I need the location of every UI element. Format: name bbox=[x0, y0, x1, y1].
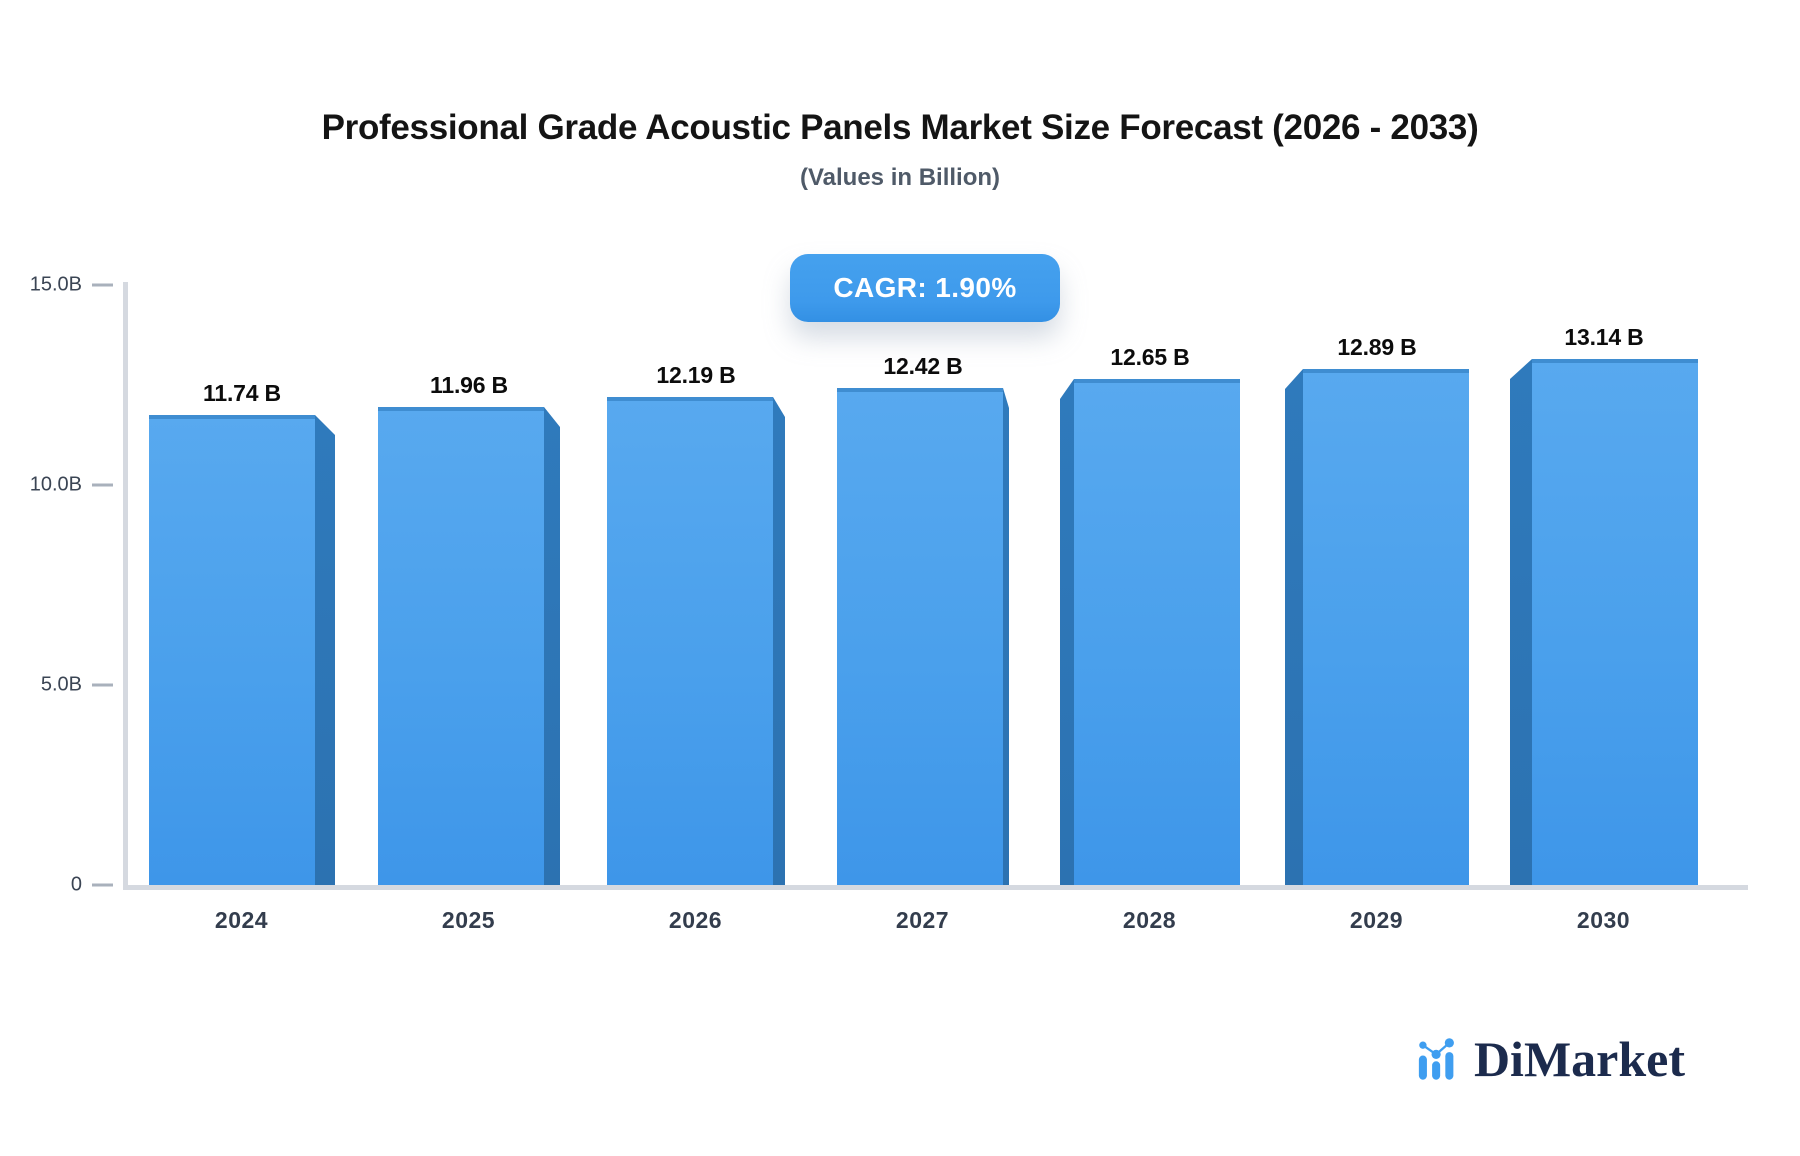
y-axis-tick-label: 15.0B bbox=[29, 273, 82, 296]
bar-side-panel bbox=[773, 397, 785, 885]
chart-subtitle: (Values in Billion) bbox=[799, 164, 1001, 191]
bar-value-label: 12.89 B bbox=[1337, 334, 1417, 360]
logo-text: DiMarket bbox=[1473, 1031, 1685, 1087]
bar-2030[interactable] bbox=[1510, 359, 1698, 885]
logo[interactable]: DiMarket bbox=[1416, 1034, 1685, 1084]
bar-face bbox=[1074, 379, 1240, 885]
bar-face bbox=[837, 388, 1003, 885]
x-axis-label-2024: 2024 bbox=[214, 907, 269, 933]
bar-face bbox=[1532, 359, 1698, 885]
page-title: Professional Grade Acoustic Panels Marke… bbox=[321, 108, 1479, 147]
bar-side-panel bbox=[1060, 379, 1074, 885]
bar-side-panel bbox=[315, 415, 335, 885]
y-axis-tick-mark bbox=[92, 883, 113, 887]
x-axis-baseline bbox=[123, 885, 1748, 890]
y-axis-tick-mark bbox=[92, 683, 113, 687]
mini-bar-chart-logo-icon bbox=[1416, 1036, 1462, 1082]
x-axis-label-2025: 2025 bbox=[441, 907, 496, 933]
bar-side-panel bbox=[1003, 388, 1009, 885]
y-axis-line bbox=[123, 282, 128, 890]
bar-2026[interactable] bbox=[607, 397, 785, 885]
bar-2028[interactable] bbox=[1060, 379, 1240, 885]
bar-value-label: 12.42 B bbox=[883, 353, 963, 379]
bar-2025[interactable] bbox=[378, 407, 560, 885]
x-axis-label-2026: 2026 bbox=[668, 907, 723, 933]
bar-face bbox=[1303, 369, 1469, 885]
cagr-badge: CAGR: 1.90% bbox=[790, 254, 1060, 322]
bar-2027[interactable] bbox=[837, 388, 1009, 885]
y-axis-tick-mark bbox=[92, 283, 113, 287]
y-axis-tick-label: 10.0B bbox=[29, 473, 82, 496]
bar-2029[interactable] bbox=[1285, 369, 1469, 885]
y-axis-tick-label: 5.0B bbox=[40, 673, 82, 696]
bar-face bbox=[607, 397, 773, 885]
bar-face bbox=[149, 415, 315, 885]
plot-area: 15.0B 10.0B 5.0B 0 11.74 B 2024 11.96 B 2025 12.… bbox=[30, 274, 1748, 933]
bar-2024[interactable] bbox=[149, 415, 335, 885]
bar-value-label: 11.96 B bbox=[430, 372, 508, 398]
x-axis-label-2030: 2030 bbox=[1576, 907, 1631, 933]
x-axis-label-2028: 2028 bbox=[1122, 907, 1177, 933]
bar-value-label: 12.65 B bbox=[1110, 344, 1190, 370]
bar-side-panel bbox=[1285, 369, 1303, 885]
y-axis-tick-label: 0 bbox=[70, 873, 82, 896]
y-axis-tick-mark bbox=[92, 483, 113, 487]
bar-face bbox=[378, 407, 544, 885]
bar-side-panel bbox=[1510, 359, 1532, 885]
bar-value-label: 13.14 B bbox=[1564, 324, 1644, 350]
bar-value-label: 11.74 B bbox=[203, 380, 281, 406]
bar-side-panel bbox=[544, 407, 560, 885]
x-axis-label-2029: 2029 bbox=[1349, 907, 1404, 933]
bar-value-label: 12.19 B bbox=[656, 362, 736, 388]
x-axis-label-2027: 2027 bbox=[895, 907, 950, 933]
